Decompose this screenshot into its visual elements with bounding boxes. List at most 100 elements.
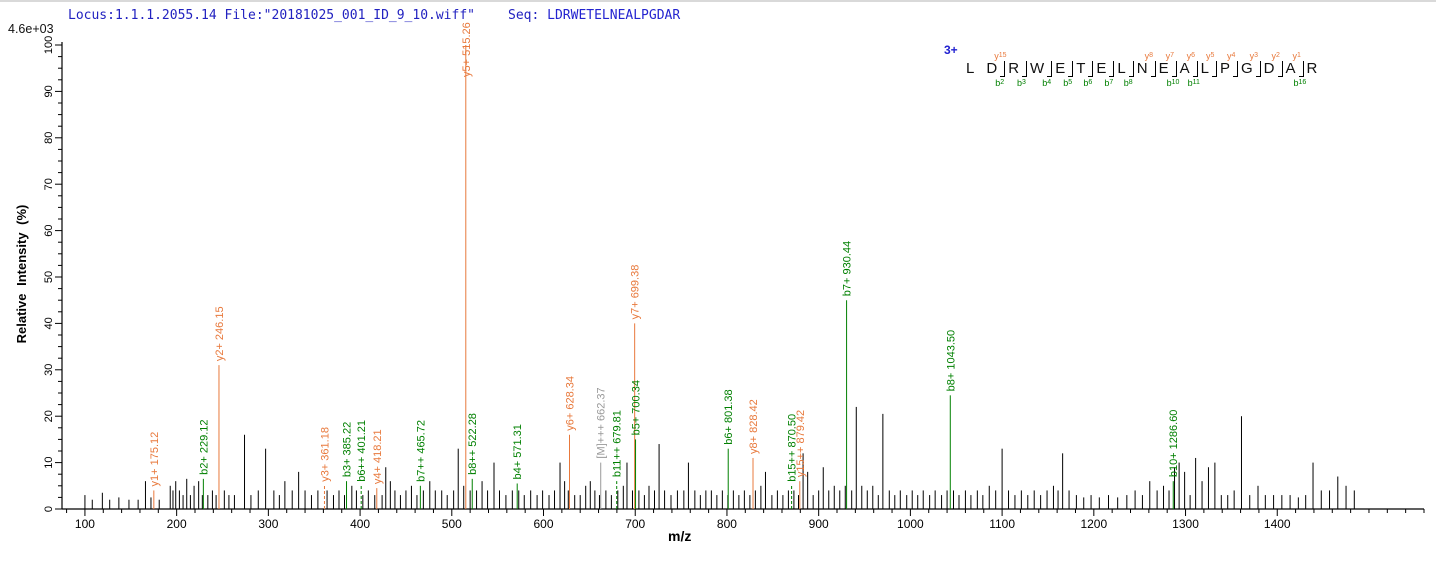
cleavage-divider [1192,61,1198,77]
cleavage-divider [1298,61,1304,77]
ion-number: 7 [1170,52,1175,59]
peptide-residue: L [1200,60,1209,77]
x-tick-label: 1000 [897,517,924,531]
y-ion-label: y7 [1165,51,1175,61]
y-tick-label: 100 [43,36,55,54]
ion-number: 11 [1192,79,1200,86]
fragment-peak-label[interactable]: b7+ 930.44 [842,241,854,296]
y-tick-label: 30 [43,364,55,376]
fragment-peak-label[interactable]: y1+ 175.12 [149,432,161,487]
y-ion-label: y6 [1186,51,1196,61]
y-tick-label: 20 [43,410,55,422]
peptide-residue: L [966,60,975,77]
b-ion-label: b10 [1166,78,1180,88]
ion-number: 4 [1047,79,1052,86]
cleavage-site: y2 [1272,51,1284,78]
ion-number: 8 [1149,52,1153,59]
fragment-peak-label[interactable]: b5+ 700.34 [631,380,643,435]
peptide-residue: A [1285,60,1296,77]
ion-number: 3 [1022,79,1026,86]
fragment-peak-label[interactable]: b3+ 385.22 [342,422,354,477]
x-tick-label: 800 [717,517,737,531]
seq-label: Seq: [508,8,548,23]
b-ion-label: b2 [995,78,1005,88]
cleavage-divider [1022,61,1028,77]
y-ion-label: y5 [1205,51,1215,61]
fragment-peak-label[interactable]: y5+ 515.26 [461,22,473,77]
fragment-peak-label[interactable]: b6++ 401.21 [356,420,368,482]
x-tick-label: 900 [809,517,829,531]
ion-number: 8 [1128,79,1133,86]
fragment-peak-label[interactable]: b4+ 571.31 [512,424,524,479]
cleavage-site: y7 b10 [1166,51,1180,88]
peptide-residue: N [1136,60,1148,77]
peptide-residue: R [1306,60,1318,77]
cleavage-divider [1232,61,1238,77]
cleavage-site: b3 [1017,60,1028,88]
cleavage-divider [1255,61,1261,77]
fragment-peak-label[interactable]: b2+ 229.12 [198,419,210,474]
cleavage-divider [1088,61,1094,77]
fragment-peak-label[interactable]: y8+ 828.42 [748,399,760,454]
ion-number: 5 [1210,52,1215,59]
x-axis-title: m/z [668,528,692,544]
cleavage-site: y3 [1250,51,1262,78]
b-ion-label: b8 [1123,78,1133,88]
cleavage-site: y4 [1227,51,1239,78]
cleavage-divider [1150,61,1156,77]
fragment-peak-label[interactable]: b8++ 522.28 [467,413,479,475]
fragment-peak-label[interactable]: b10+ 1286.60 [1168,410,1180,478]
ion-number: 3 [1254,52,1259,59]
fragment-peak-label[interactable]: b7++ 465.72 [415,420,427,482]
peptide-residue: P [1219,60,1230,77]
ion-number: 15 [998,52,1007,59]
fragment-peak-label[interactable]: b11++ 679.81 [612,410,624,477]
cleavage-divider [1047,61,1053,77]
fragment-peak-label[interactable]: b8+ 1043.50 [945,330,957,391]
fragment-peak-label[interactable]: [M]+++ 662.37 [596,387,608,458]
cleavage-site: b5 [1063,60,1074,88]
y-tick-label: 40 [43,317,55,329]
b-ion-label: b3 [1017,78,1026,88]
fragment-peak-label[interactable]: y15++ 879.42 [795,410,807,477]
fragment-peak-label[interactable]: b6+ 801.38 [723,389,735,444]
fragment-peak-label[interactable]: y6+ 628.34 [565,376,577,431]
y-ion-label: y4 [1226,51,1236,61]
peptide-residue: T [1076,60,1086,77]
b-ion-label: b5 [1063,78,1073,88]
peptide-residue: E [1096,60,1107,77]
peptide-residue: E [1055,60,1066,77]
peptide-residue: D [1263,60,1275,77]
peptide-residue: L [1117,60,1126,77]
y-ion-label: y8 [1144,51,1153,61]
y-tick-label: 0 [43,506,55,512]
fragment-peak-label[interactable]: y2+ 246.15 [214,306,226,361]
x-tick-label: 200 [167,517,187,531]
peptide-residue: R [1008,60,1020,77]
cleavage-site: y6 b11 [1187,51,1200,88]
y-ion-label: y1 [1292,51,1301,61]
y-ion-label: y3 [1249,51,1259,61]
fragment-peak-label[interactable]: b15++ 870.50 [787,414,799,482]
cleavage-divider [1171,61,1177,77]
cleavage-divider [1000,61,1006,77]
y-tick-label: 70 [43,178,55,190]
fragment-peak-label[interactable]: y7+ 699.38 [630,265,642,320]
cleavage-divider [1277,61,1283,77]
y-tick-label: 10 [43,456,55,468]
peptide-residue: W [1030,60,1045,77]
fragment-peak-label[interactable]: y4+ 418.21 [372,429,384,484]
ion-number: 1 [1297,52,1301,59]
ion-number: 5 [1068,79,1073,86]
peptide-residue: G [1240,60,1253,77]
x-tick-label: 1300 [1172,517,1199,531]
b-ion-label: b11 [1187,78,1200,88]
x-tick-label: 1100 [989,517,1015,531]
fragment-peak-label[interactable]: y3+ 361.18 [319,427,331,482]
seq-value: LDRWETELNEALPGDAR [547,8,681,23]
cleavage-site: b8 [1124,60,1135,88]
